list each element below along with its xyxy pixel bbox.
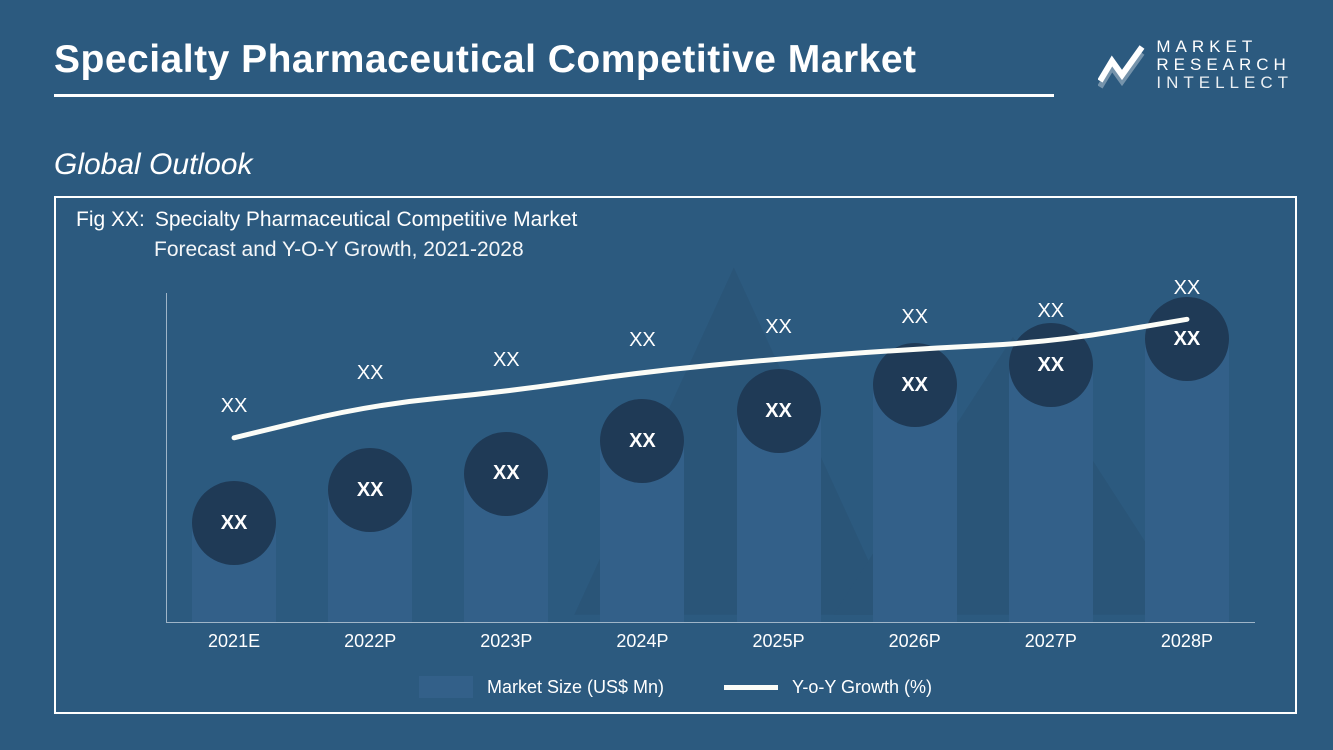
bar-value-label: XX [737, 369, 821, 453]
chart-legend: Market Size (US$ Mn) Y-o-Y Growth (%) [56, 676, 1295, 698]
bar-value-label: XX [600, 399, 684, 483]
legend-item-line: Y-o-Y Growth (%) [724, 676, 932, 698]
line-value-label: XX [765, 316, 792, 339]
x-axis-tick: 2025P [711, 631, 847, 652]
bar-value-label: XX [1145, 297, 1229, 381]
line-value-label: XX [357, 362, 384, 385]
bar-value-label: XX [1009, 323, 1093, 407]
bar-body [1145, 339, 1229, 622]
figure-subtitle: Forecast and Y-O-Y Growth, 2021-2028 [154, 238, 577, 262]
x-axis-tick: 2027P [983, 631, 1119, 652]
x-axis-tick: 2024P [574, 631, 710, 652]
section-subtitle: Global Outlook [54, 148, 252, 182]
x-axis-labels: 2021E2022P2023P2024P2025P2026P2027P2028P [166, 631, 1255, 652]
logo-text: MARKET RESEARCH INTELLECT [1156, 38, 1293, 92]
bar-slot: XX [166, 293, 302, 622]
bar-slot: XX [1119, 293, 1255, 622]
brand-logo: MARKET RESEARCH INTELLECT [1098, 38, 1293, 92]
logo-mark-icon [1098, 41, 1146, 89]
title-underline [54, 94, 1054, 97]
logo-line-1: MARKET [1156, 38, 1293, 56]
page-title: Specialty Pharmaceutical Competitive Mar… [54, 38, 917, 82]
figure-title: Specialty Pharmaceutical Competitive Mar… [155, 208, 578, 232]
page-root: Specialty Pharmaceutical Competitive Mar… [0, 0, 1333, 750]
chart-frame: Fig XX: Specialty Pharmaceutical Competi… [54, 196, 1297, 714]
logo-line-3: INTELLECT [1156, 74, 1293, 92]
legend-label-bar: Market Size (US$ Mn) [487, 677, 664, 698]
logo-line-2: RESEARCH [1156, 56, 1293, 74]
legend-swatch-bar [419, 676, 473, 698]
bar-slot: XX [711, 293, 847, 622]
x-axis-tick: 2023P [438, 631, 574, 652]
legend-item-bar: Market Size (US$ Mn) [419, 676, 664, 698]
line-value-label: XX [493, 349, 520, 372]
legend-label-line: Y-o-Y Growth (%) [792, 677, 932, 698]
figure-caption: Fig XX: Specialty Pharmaceutical Competi… [76, 208, 577, 262]
bar-slot: XX [983, 293, 1119, 622]
line-value-label: XX [629, 329, 656, 352]
x-axis-tick: 2021E [166, 631, 302, 652]
bar-value-label: XX [328, 448, 412, 532]
x-axis-tick: 2026P [847, 631, 983, 652]
bar-slot: XX [438, 293, 574, 622]
figure-prefix: Fig XX: [76, 208, 145, 232]
bar-slot: XX [847, 293, 983, 622]
line-value-label: XX [221, 395, 248, 418]
plot-area: XXXXXXXXXXXXXXXX XXXXXXXXXXXXXXXX [166, 293, 1255, 622]
x-axis-tick: 2022P [302, 631, 438, 652]
bar-slot: XX [302, 293, 438, 622]
bar-value-label: XX [464, 432, 548, 516]
x-axis-line [166, 622, 1255, 623]
bars-container: XXXXXXXXXXXXXXXX [166, 293, 1255, 622]
line-value-label: XX [1037, 300, 1064, 323]
bar-value-label: XX [192, 481, 276, 565]
bar-value-label: XX [873, 343, 957, 427]
legend-swatch-line [724, 685, 778, 690]
line-value-label: XX [901, 306, 928, 329]
x-axis-tick: 2028P [1119, 631, 1255, 652]
